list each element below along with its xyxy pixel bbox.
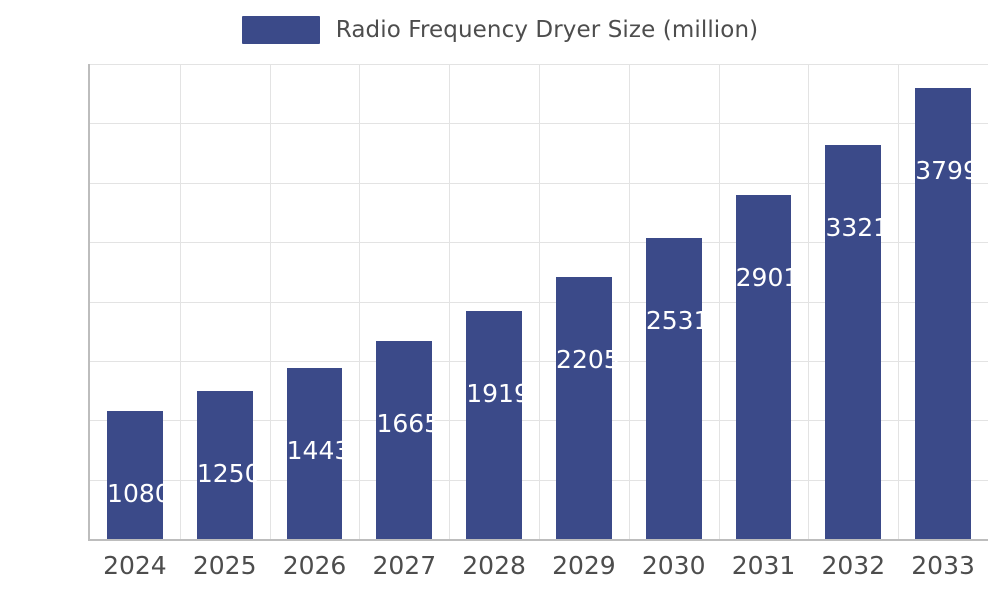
bar-value-label: 2901: [735, 262, 800, 292]
bar-value-label: 2205: [556, 345, 620, 375]
bar[interactable]: 3799: [915, 87, 979, 539]
vertical-gridline: [628, 64, 630, 539]
x-tick-label: 2031: [731, 551, 796, 580]
bar-value-label: 3799: [915, 155, 979, 185]
vertical-gridline: [718, 64, 720, 539]
vertical-gridline: [539, 64, 540, 539]
bar[interactable]: 2205: [556, 277, 620, 539]
bar-value-label: 2531: [645, 306, 710, 336]
bar[interactable]: 1250: [196, 390, 261, 539]
bar-series: 1080 1250 1443 1665 1919 2205 2531 2901 3321 3799: [90, 64, 988, 539]
x-tick-label: 2032: [821, 551, 886, 580]
bar-value-label: 1080: [107, 478, 171, 508]
bar[interactable]: 3321: [825, 144, 890, 539]
bar[interactable]: 2531: [645, 238, 710, 539]
bar-value-label: 1919: [466, 379, 530, 409]
bar[interactable]: 1665: [376, 341, 441, 539]
legend-swatch-radio-frequency-dryer-size: [241, 16, 320, 44]
x-tick-label: 2027: [372, 551, 437, 580]
x-tick-label: 2024: [103, 551, 167, 580]
bar-value-label: 1443: [286, 435, 351, 465]
bar-value-label: 3321: [825, 212, 890, 242]
bar[interactable]: 1443: [286, 367, 351, 539]
vertical-gridline: [269, 64, 271, 539]
bar[interactable]: 1919: [466, 311, 530, 539]
x-tick-label: 2028: [462, 551, 526, 580]
vertical-gridline: [179, 64, 181, 539]
x-tick-label: 2030: [641, 551, 706, 580]
vertical-gridline: [808, 64, 810, 539]
bar[interactable]: 1080: [107, 410, 171, 539]
bar-value-label: 1665: [376, 409, 441, 439]
x-tick-label: 2029: [552, 551, 616, 580]
x-tick-label: 2033: [911, 551, 975, 580]
vertical-gridline: [359, 64, 361, 539]
chart-legend: Radio Frequency Dryer Size (million): [0, 10, 1000, 50]
vertical-gridline: [449, 64, 451, 539]
bar[interactable]: 2901: [735, 194, 800, 539]
plot-area: 05001000150020002500300035004000 2024202…: [88, 64, 988, 580]
x-tick-label: 2026: [282, 551, 347, 580]
bar-value-label: 1250: [196, 458, 261, 488]
x-tick-label: 2025: [192, 551, 257, 580]
vertical-gridline: [898, 64, 900, 539]
legend-label-radio-frequency-dryer-size: Radio Frequency Dryer Size (million): [335, 17, 759, 43]
